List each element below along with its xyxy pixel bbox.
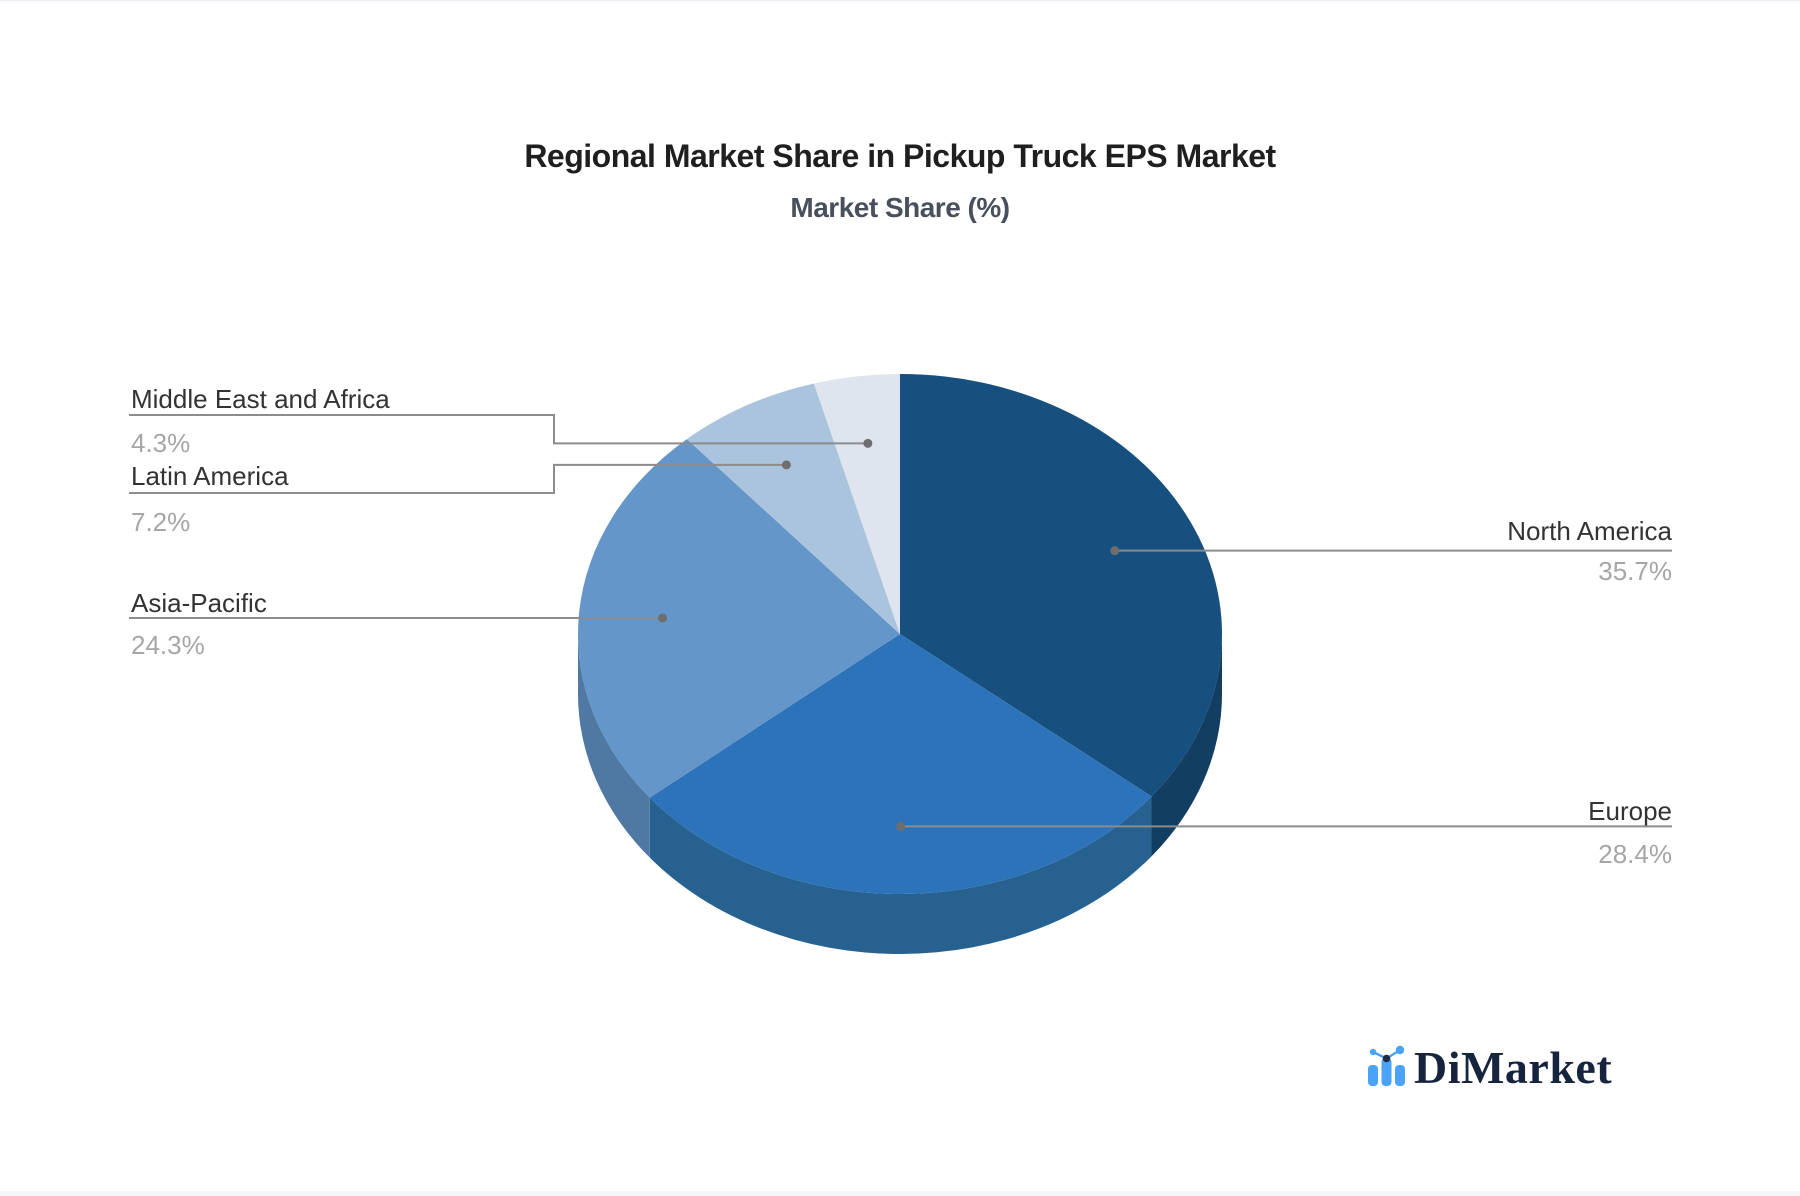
slice-percent: 4.3%: [131, 428, 191, 458]
label-middle-east-and-africa: Middle East and Africa 4.3%: [131, 384, 554, 458]
leader-dot: [1110, 546, 1120, 556]
chart-subtitle: Market Share (%): [790, 192, 1010, 223]
slice-label: Asia-Pacific: [131, 588, 267, 618]
pie-slice[interactable]: [900, 374, 1222, 797]
leader-dot: [863, 438, 873, 448]
leader-line: [129, 414, 868, 445]
pie-slice-side: [578, 634, 650, 858]
slice-percent: 24.3%: [131, 630, 205, 660]
leader-dot: [896, 821, 906, 831]
chart-title: Regional Market Share in Pickup Truck EP…: [524, 138, 1276, 174]
leader-line: [129, 463, 787, 494]
page-bottom-edge: [0, 1191, 1800, 1196]
dimarket-logo-text: DiMarket: [1414, 1042, 1613, 1093]
pie-slice-side: [649, 796, 1152, 955]
slice-percent: 7.2%: [131, 507, 191, 537]
page-top-edge: [0, 0, 1800, 4]
label-asia-pacific: Asia-Pacific 24.3%: [131, 588, 554, 660]
label-latin-america: Latin America 7.2%: [131, 461, 554, 537]
pie-slice[interactable]: [686, 383, 900, 634]
slice-percent: 28.4%: [1598, 839, 1672, 869]
pie-slice[interactable]: [577, 439, 900, 798]
pie-slice-side: [1151, 634, 1222, 857]
label-north-america: North America 35.7%: [1252, 516, 1672, 586]
pie-slice[interactable]: [813, 374, 900, 634]
label-europe: Europe 28.4%: [1252, 796, 1672, 869]
dimarket-logo-icon: [1368, 1045, 1405, 1086]
slice-label: Middle East and Africa: [131, 384, 390, 414]
leader-dot: [658, 613, 668, 623]
pie-slice[interactable]: [649, 634, 1152, 895]
slice-percent: 35.7%: [1598, 556, 1672, 586]
slice-label: North America: [1507, 516, 1672, 546]
slice-label: Europe: [1588, 796, 1672, 826]
leader-dot: [781, 460, 791, 470]
slice-label: Latin America: [131, 461, 289, 491]
